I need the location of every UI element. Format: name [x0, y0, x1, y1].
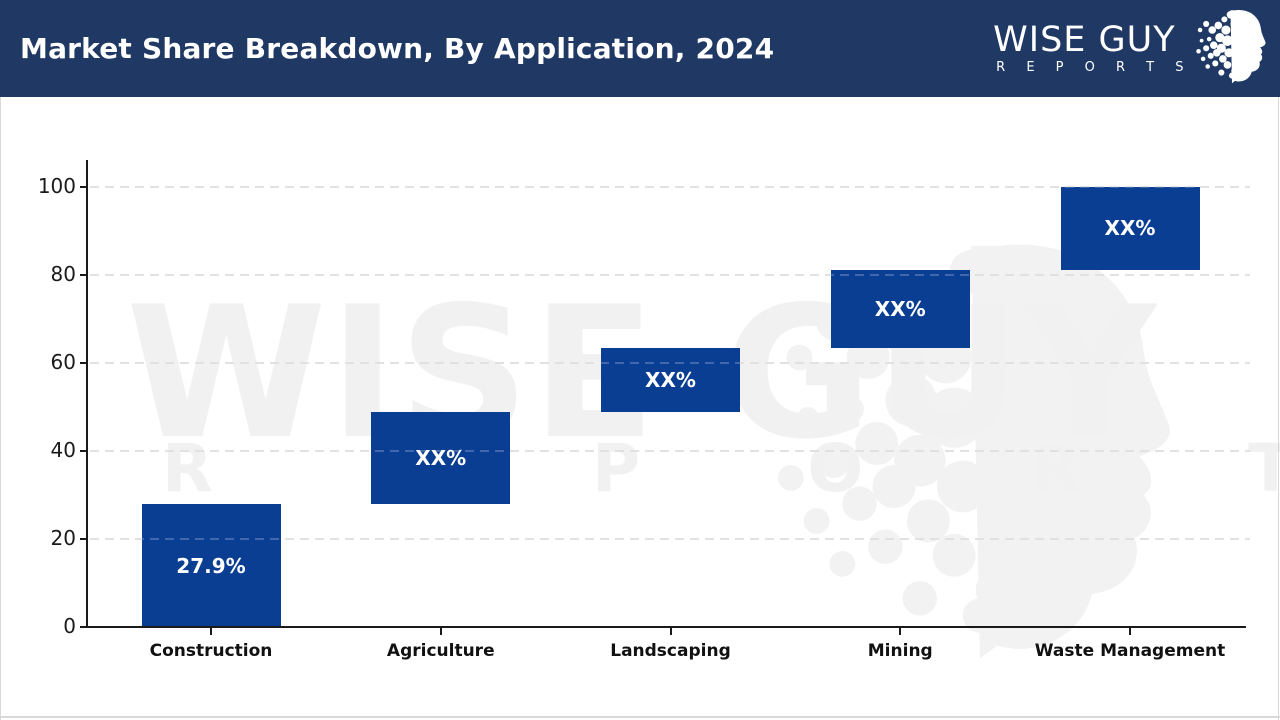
y-tick-label: 40 — [50, 438, 76, 462]
header: Market Share Breakdown, By Application, … — [0, 0, 1280, 97]
gridline-overlay — [90, 274, 1250, 276]
x-category-label: Landscaping — [610, 641, 731, 661]
y-tick-label: 100 — [37, 174, 76, 198]
bar — [830, 269, 970, 349]
brand-face-icon — [1196, 9, 1266, 83]
bar-label: 27.9% — [176, 553, 246, 578]
gridline-overlay — [90, 362, 1250, 364]
x-category-label: Mining — [867, 641, 933, 661]
x-tick-mark — [669, 628, 672, 635]
x-category-label: Agriculture — [386, 641, 495, 661]
bottom-edge-line — [0, 716, 1280, 718]
x-tick-mark — [899, 628, 902, 635]
bar — [371, 411, 511, 505]
brand-logo: WISE GUY R E P O R T S — [993, 5, 1270, 93]
bar-label: XX% — [1104, 216, 1156, 241]
right-edge-line — [1278, 97, 1279, 720]
y-tick-label: 20 — [50, 526, 76, 550]
bar — [1060, 187, 1200, 270]
bar-label: XX% — [874, 297, 926, 322]
bar — [141, 504, 281, 627]
y-tick-mark — [80, 186, 87, 188]
page-title: Market Share Breakdown, By Application, … — [20, 32, 775, 65]
x-tick-mark — [439, 628, 442, 635]
bar-label: XX% — [415, 446, 467, 471]
watermark-face-icon — [777, 244, 1170, 659]
x-category-label: Construction — [149, 641, 273, 661]
x-tick-mark — [210, 628, 212, 635]
brand-logo-text: WISE GUY R E P O R T S — [993, 22, 1192, 75]
y-tick-label: 60 — [50, 350, 76, 374]
gridline-overlay — [90, 538, 1250, 540]
x-category-label: Waste Management — [1034, 641, 1226, 661]
x-tick-mark — [1129, 628, 1131, 635]
x-axis-line — [86, 626, 1246, 628]
y-tick-label: 80 — [50, 262, 76, 286]
y-tick-mark — [80, 362, 87, 364]
brand-subtitle: R E P O R T S — [996, 59, 1192, 75]
bar — [601, 348, 740, 412]
gridline — [90, 186, 1250, 188]
y-tick-mark — [80, 626, 87, 628]
watermark-text-line2: R E P O R T S — [162, 430, 1280, 507]
gridline — [90, 274, 1250, 276]
gridline-overlay — [90, 186, 1250, 188]
gridline-overlay — [90, 450, 1250, 452]
y-tick-label: 0 — [63, 614, 76, 638]
left-edge-line — [0, 97, 1, 720]
brand-name: WISE GUY — [993, 20, 1176, 61]
gridline — [90, 538, 1250, 540]
bar-label: XX% — [645, 368, 696, 393]
gridline — [90, 450, 1250, 452]
y-tick-mark — [80, 274, 87, 276]
y-axis-line — [86, 160, 88, 628]
y-tick-mark — [80, 538, 87, 540]
y-tick-mark — [80, 450, 87, 452]
